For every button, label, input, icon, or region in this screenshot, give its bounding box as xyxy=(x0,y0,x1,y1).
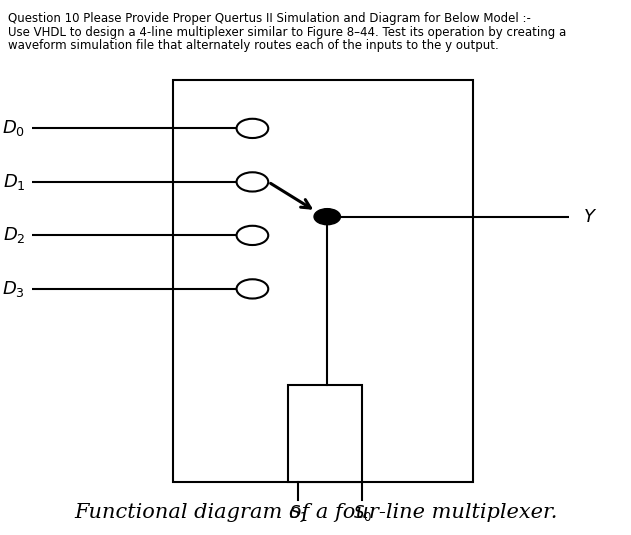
Text: Question 10 Please Provide Proper Quertus II Simulation and Diagram for Below Mo: Question 10 Please Provide Proper Quertu… xyxy=(8,12,531,25)
Circle shape xyxy=(237,172,268,192)
Circle shape xyxy=(237,279,268,299)
Text: $D_2$: $D_2$ xyxy=(3,225,25,246)
Text: $D_3$: $D_3$ xyxy=(3,279,25,299)
Text: $Y$: $Y$ xyxy=(582,208,597,226)
Text: $D_0$: $D_0$ xyxy=(2,118,25,139)
Text: waveform simulation file that alternately routes each of the inputs to the y out: waveform simulation file that alternatel… xyxy=(8,39,498,51)
Bar xyxy=(173,80,473,482)
Text: Functional diagram of a four-line multiplexer.: Functional diagram of a four-line multip… xyxy=(74,502,557,522)
Text: $D_1$: $D_1$ xyxy=(3,172,25,192)
Text: $S_0$: $S_0$ xyxy=(353,503,372,523)
Circle shape xyxy=(314,209,341,225)
Circle shape xyxy=(237,226,268,245)
Text: $S_1$: $S_1$ xyxy=(289,503,308,523)
Text: Use VHDL to design a 4-line multiplexer similar to Figure 8–44. Test its operati: Use VHDL to design a 4-line multiplexer … xyxy=(8,26,566,39)
Circle shape xyxy=(237,119,268,138)
Bar xyxy=(288,385,362,482)
